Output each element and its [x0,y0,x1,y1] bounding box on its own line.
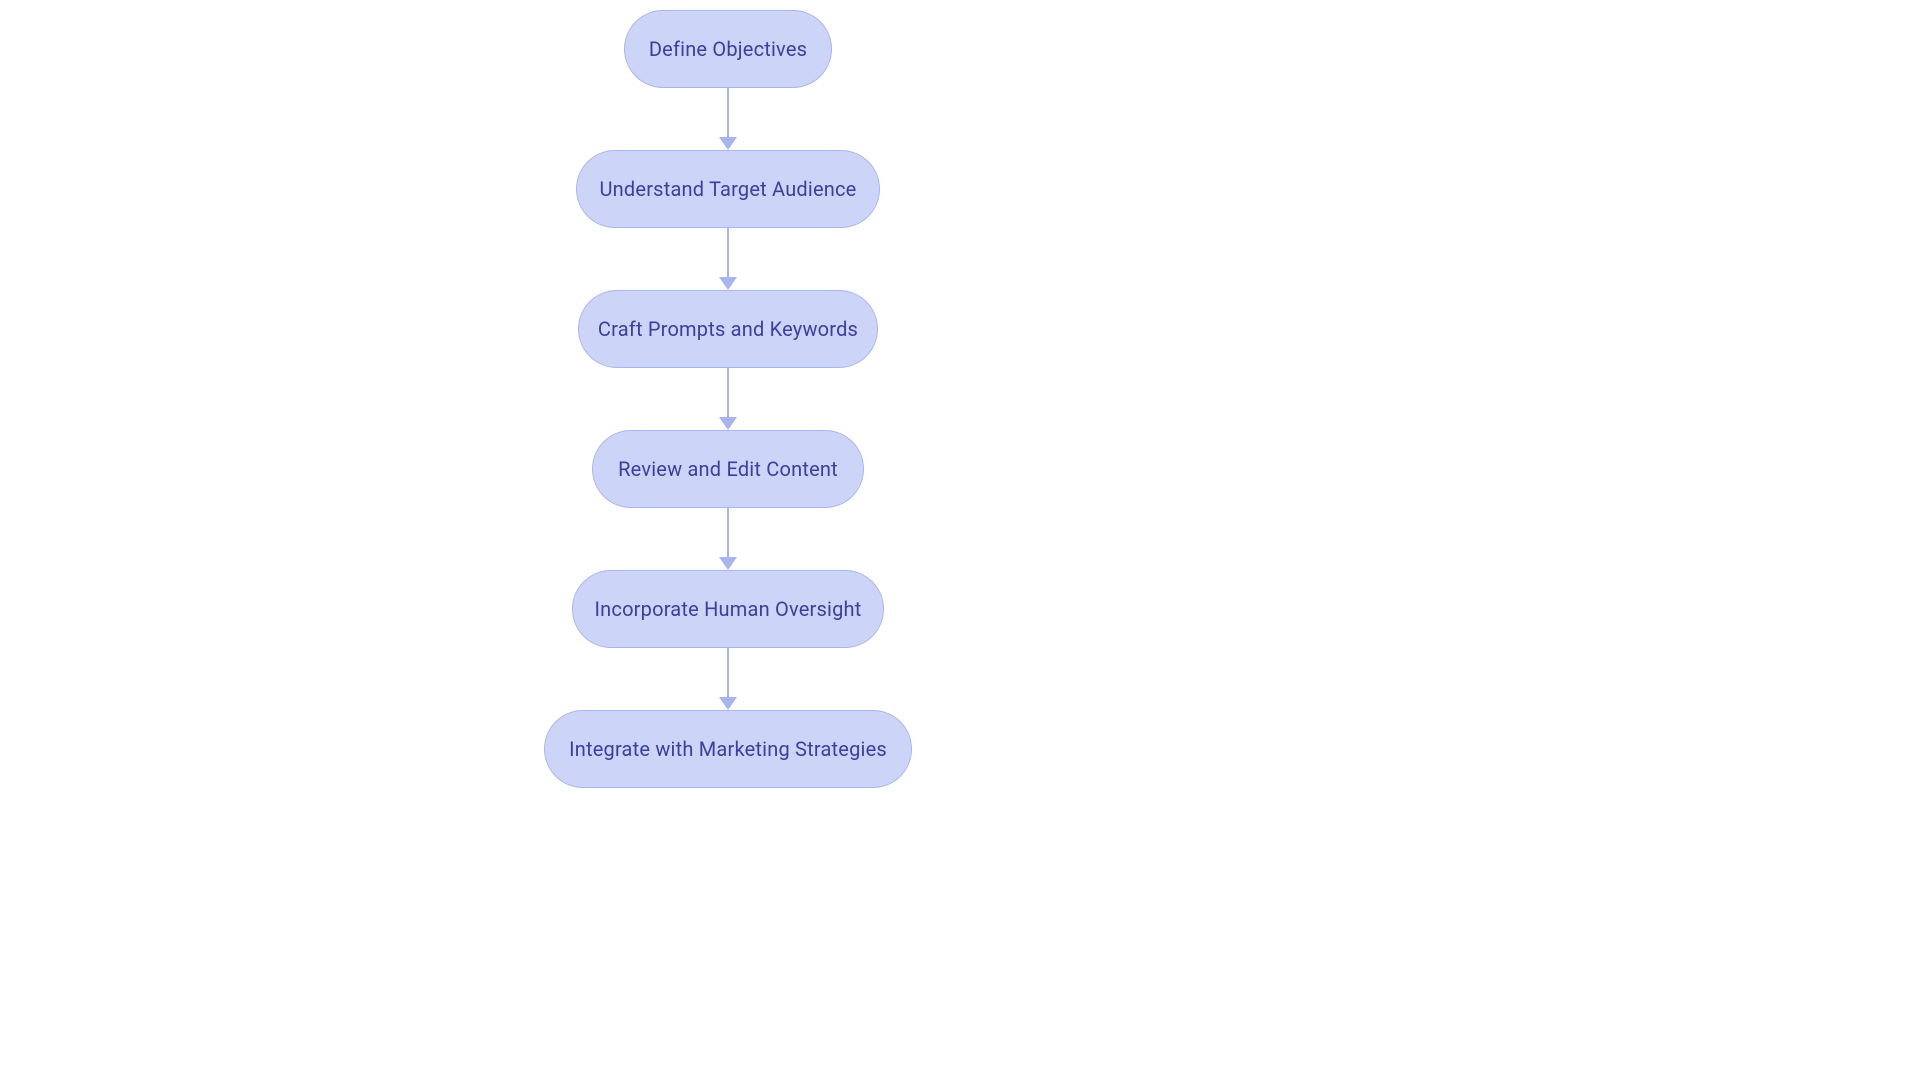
flow-arrow [719,88,737,150]
flow-node: Define Objectives [624,10,832,88]
flow-node: Craft Prompts and Keywords [578,290,878,368]
arrow-head-icon [719,137,737,150]
flowchart-container: Define Objectives Understand Target Audi… [0,0,1688,1083]
flow-arrow [719,648,737,710]
arrow-head-icon [719,697,737,710]
flow-arrow [719,368,737,430]
flow-arrow [719,508,737,570]
flow-node: Understand Target Audience [576,150,880,228]
arrow-line [727,508,729,558]
flow-node: Incorporate Human Oversight [572,570,884,648]
arrow-head-icon [719,417,737,430]
arrow-head-icon [719,557,737,570]
arrow-line [727,648,729,698]
flow-arrow [719,228,737,290]
arrow-line [727,228,729,278]
flow-node: Integrate with Marketing Strategies [544,710,912,788]
arrow-head-icon [719,277,737,290]
arrow-line [727,88,729,138]
arrow-line [727,368,729,418]
flow-node: Review and Edit Content [592,430,864,508]
